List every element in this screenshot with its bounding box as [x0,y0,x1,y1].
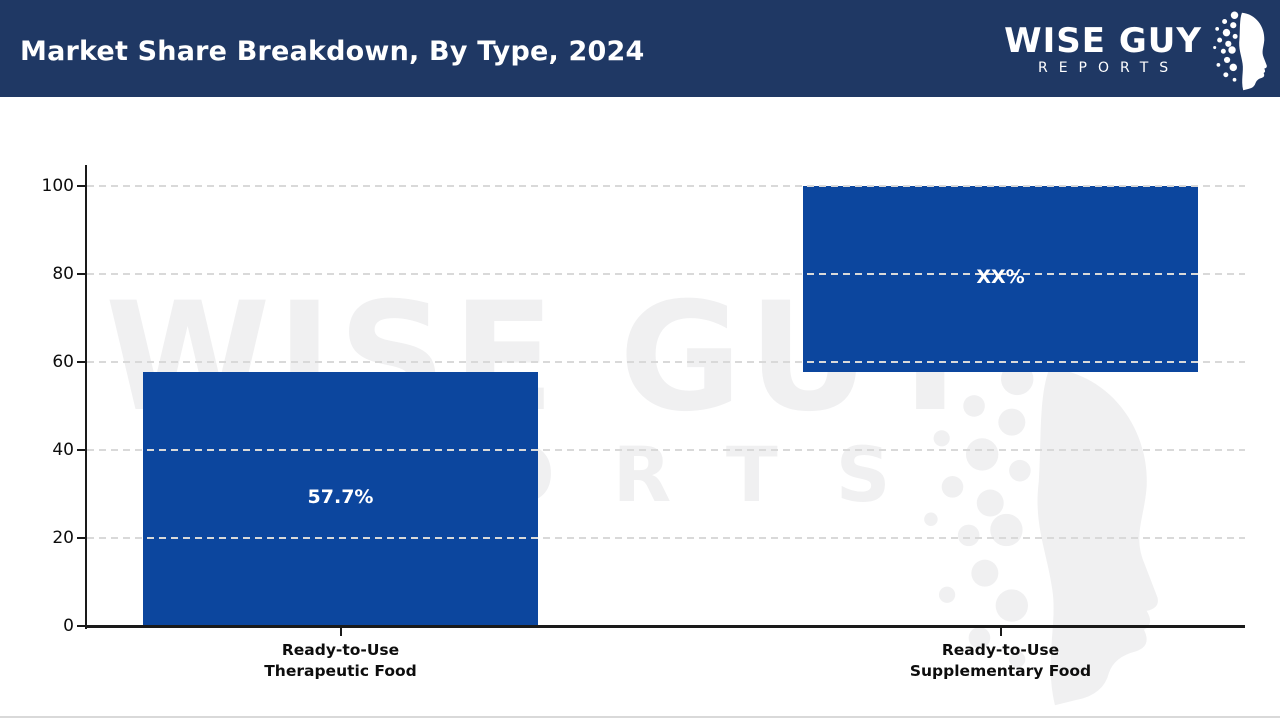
y-tick-label-40: 40 [52,440,74,460]
gridline-40 [87,449,1245,451]
x-tick-1 [999,628,1002,636]
y-tick-20 [77,537,85,539]
x-axis-spine [85,625,1245,628]
page-title: Market Share Breakdown, By Type, 2024 [20,36,645,67]
bar-value-label-1: XX% [976,266,1025,289]
watermark-face-icon [924,362,1158,706]
x-tick-label-1: Ready-to-Use Supplementary Food [841,640,1161,682]
logo-face-icon [1213,11,1267,91]
bar-1 [803,186,1198,373]
bar-0 [143,372,538,626]
y-tick-label-0: 0 [63,616,74,636]
x-tick-label-line: Supplementary Food [909,662,1092,680]
gridline-60 [87,361,1245,363]
bar-value-label-0: 57.7% [307,486,374,509]
gridline-100 [87,185,1245,187]
y-tick-40 [77,449,85,451]
bottom-border [0,716,1280,718]
y-tick-100 [77,185,85,187]
y-tick-60 [77,361,85,363]
gridline-80 [87,273,1245,275]
y-tick-label-80: 80 [52,264,74,284]
x-tick-label-line: Ready-to-Use [281,641,400,659]
header-bar: Market Share Breakdown, By Type, 2024 WI… [0,0,1280,97]
y-tick-label-20: 20 [52,528,74,548]
watermark-wordmark: WISE GUY [105,271,991,445]
wiseguy-logo: WISE GUY REPORTS [1004,8,1268,92]
x-tick-label-0: Ready-to-Use Therapeutic Food [181,640,501,682]
x-tick-0 [339,628,342,636]
y-tick-label-60: 60 [52,352,74,372]
logo-wordmark: WISE GUY [1004,20,1202,61]
y-tick-0 [77,625,85,627]
watermark-subtext: REPORTS [150,430,949,519]
x-tick-label-line: Therapeutic Food [264,662,417,680]
logo-subtext: REPORTS [1037,60,1180,77]
y-tick-80 [77,273,85,275]
y-tick-label-100: 100 [41,176,74,196]
gridline-20 [87,537,1245,539]
x-tick-label-line: Ready-to-Use [941,641,1060,659]
y-axis-spine [85,165,87,629]
